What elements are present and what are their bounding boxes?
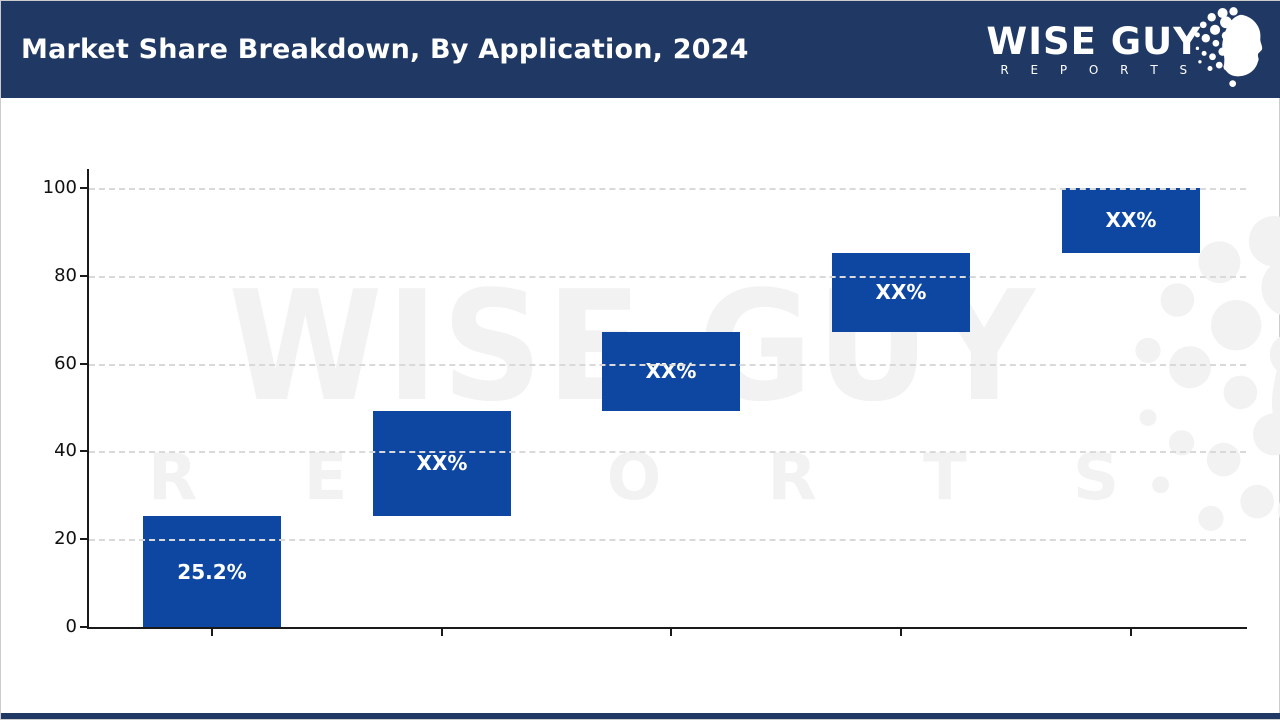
gridline-y-60 (89, 363, 1246, 366)
bar-pharmaceuticals: XX% (1062, 188, 1200, 253)
x-axis-tick (211, 629, 213, 636)
y-axis-tick (80, 538, 88, 541)
gridline-y-80 (89, 275, 1246, 278)
logo-subname: R E P O R T S (1000, 62, 1197, 77)
y-axis-tick-label: 100 (42, 177, 77, 198)
y-axis-tick-label: 60 (54, 352, 77, 374)
bar-chemical-processing: XX% (602, 331, 740, 411)
bar-value-label: XX% (875, 280, 927, 305)
logo-head-icon (1194, 6, 1263, 87)
bar-value-label: 25.2% (177, 559, 247, 584)
y-axis-tick (80, 362, 88, 365)
logo-name: WISE GUY (986, 19, 1201, 63)
wise-guy-logo: WISE GUY R E P O R T S (986, 1, 1273, 98)
chart-title: Market Share Breakdown, By Application, … (21, 34, 749, 65)
gridline-y-20 (89, 539, 1246, 542)
x-axis-tick (441, 629, 443, 636)
y-axis-tick-label: 80 (54, 264, 77, 286)
y-axis-tick (80, 626, 88, 628)
x-axis-tick (1130, 629, 1132, 636)
y-axis-tick-label: 40 (54, 440, 77, 462)
bar-water-treatment: 25.2% (143, 516, 281, 627)
bar-value-label: XX% (416, 451, 468, 476)
y-axis-tick (80, 450, 88, 453)
y-axis-line (87, 169, 89, 629)
gridline-y-100 (89, 188, 1246, 190)
y-axis-tick (80, 274, 88, 277)
x-axis-tick (900, 629, 902, 636)
bar-food-and-beverage: XX% (832, 252, 970, 332)
bar-value-label: XX% (1105, 208, 1157, 233)
header-bar: Market Share Breakdown, By Application, … (1, 1, 1280, 98)
logo-text: WISE GUY R E P O R T S (986, 23, 1201, 77)
bar-oil-and-gas: XX% (373, 410, 511, 517)
gridline-y-40 (89, 451, 1246, 454)
bar-value-label: XX% (645, 359, 697, 384)
x-axis-line (87, 627, 1247, 629)
x-axis-tick (670, 629, 672, 636)
y-axis-tick (80, 187, 88, 189)
y-axis-tick-label: 20 (54, 528, 77, 550)
footer-bar (1, 713, 1280, 719)
y-axis-tick-label: 0 (65, 616, 77, 637)
